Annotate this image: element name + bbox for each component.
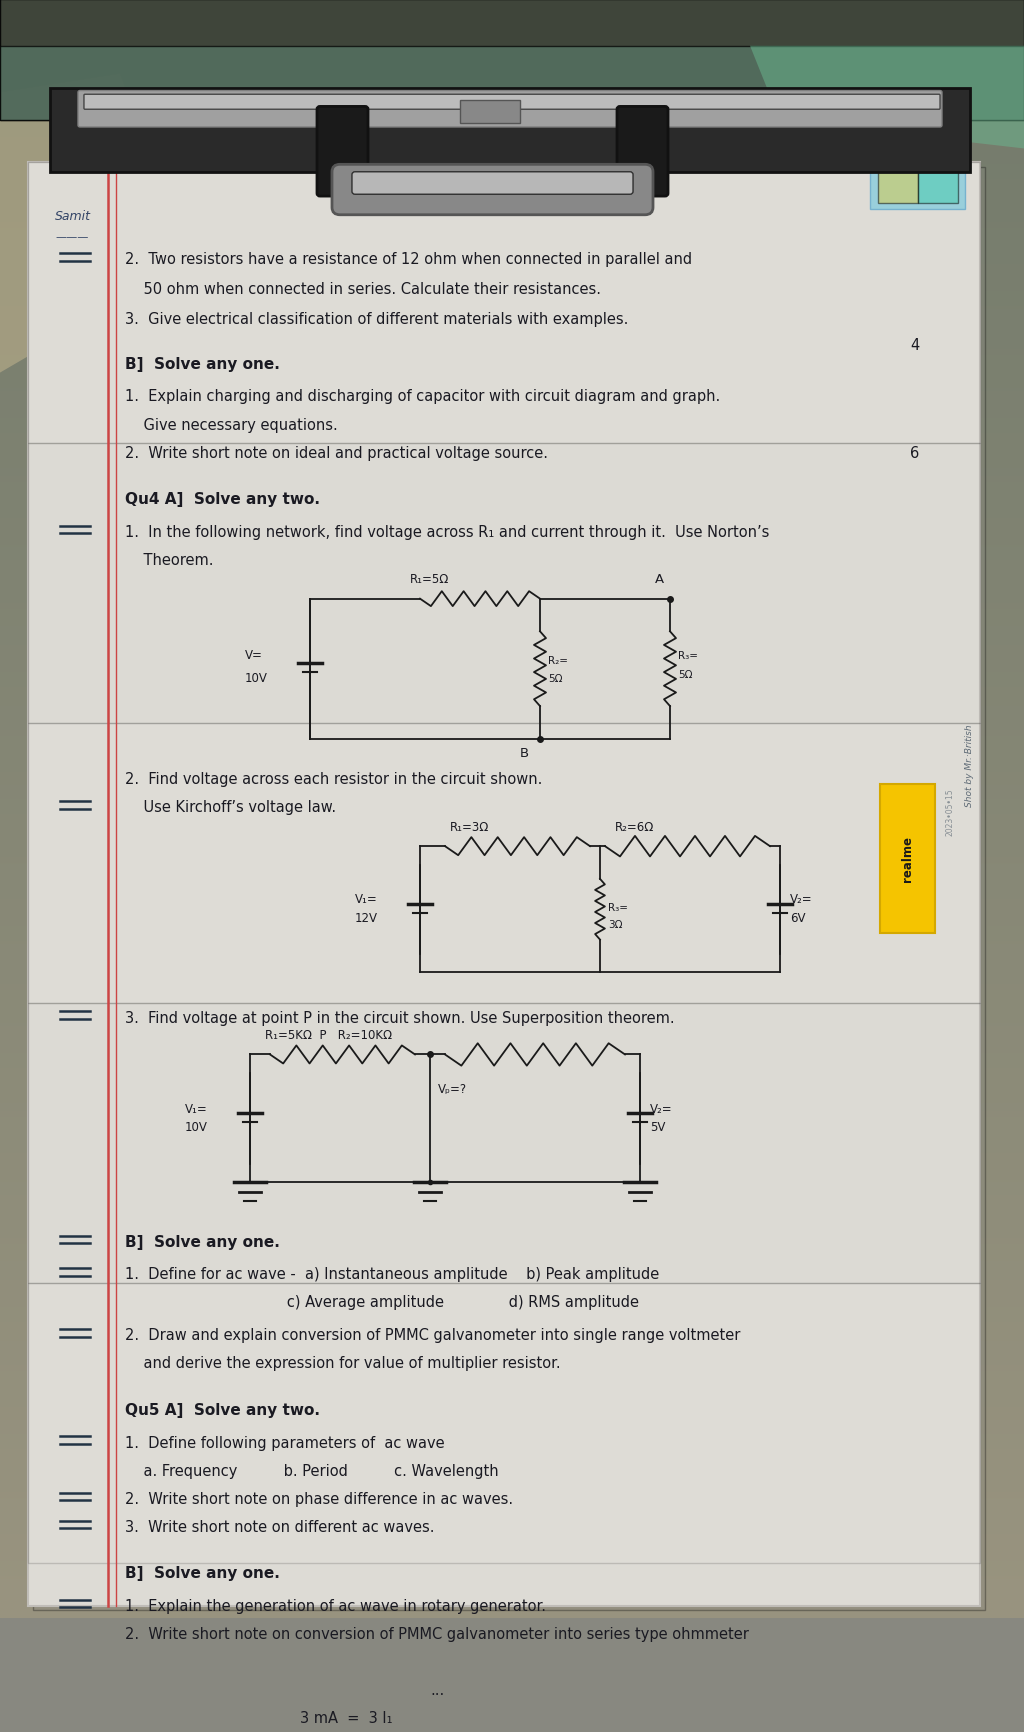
FancyBboxPatch shape [617,107,668,197]
FancyBboxPatch shape [28,163,980,443]
FancyBboxPatch shape [28,163,980,1606]
FancyBboxPatch shape [78,92,942,128]
Text: Give necessary equations.: Give necessary equations. [125,417,338,433]
Text: R₂=: R₂= [548,655,568,665]
FancyBboxPatch shape [33,168,985,1611]
Text: 6: 6 [910,445,920,461]
Text: c) Average amplitude              d) RMS amplitude: c) Average amplitude d) RMS amplitude [125,1296,639,1309]
Text: 5Ω: 5Ω [678,669,692,679]
FancyBboxPatch shape [0,47,1024,121]
Text: 2.  Find voltage across each resistor in the circuit shown.: 2. Find voltage across each resistor in … [125,772,543,786]
FancyBboxPatch shape [28,724,980,1003]
Text: 12V: 12V [355,911,378,925]
FancyBboxPatch shape [460,100,520,125]
Text: Shot by Mr.·British: Shot by Mr.·British [966,724,975,807]
Text: V₁=: V₁= [355,894,378,906]
Text: V₂=: V₂= [790,894,813,906]
Text: V=: V= [245,650,263,662]
Text: B]  Solve any one.: B] Solve any one. [125,1235,280,1249]
Text: 3Ω: 3Ω [608,920,623,930]
Text: 3.  Write short note on different ac waves.: 3. Write short note on different ac wave… [125,1519,434,1535]
FancyBboxPatch shape [28,443,980,724]
FancyBboxPatch shape [870,163,965,210]
Text: 2.  Write short note on ideal and practical voltage source.: 2. Write short note on ideal and practic… [125,445,548,461]
Text: 2.  Two resistors have a resistance of 12 ohm when connected in parallel and: 2. Two resistors have a resistance of 12… [125,253,692,267]
Text: R₁=3Ω: R₁=3Ω [450,821,489,833]
Text: 5V: 5V [650,1121,666,1134]
Text: Qu4 A]  Solve any two.: Qu4 A] Solve any two. [125,492,319,507]
Text: 3 mA  =  3 I₁: 3 mA = 3 I₁ [300,1709,392,1725]
Text: 3.  Find voltage at point P in the circuit shown. Use Superposition theorem.: 3. Find voltage at point P in the circui… [125,1010,675,1025]
Text: Qu5 A]  Solve any two.: Qu5 A] Solve any two. [125,1403,319,1417]
Text: 1.  In the following network, find voltage across R₁ and current through it.  Us: 1. In the following network, find voltag… [125,525,769,540]
FancyBboxPatch shape [880,785,935,934]
Text: Vₚ=?: Vₚ=? [438,1082,467,1096]
Text: 10V: 10V [185,1121,208,1134]
Text: Theorem.: Theorem. [125,553,213,568]
Text: A: A [655,573,665,585]
Text: 1.  Explain charging and discharging of capacitor with circuit diagram and graph: 1. Explain charging and discharging of c… [125,390,720,404]
Text: 5Ω: 5Ω [548,674,562,684]
FancyBboxPatch shape [0,0,1024,121]
FancyBboxPatch shape [878,168,918,203]
Text: 2.  Draw and explain conversion of PMMC galvanometer into single range voltmeter: 2. Draw and explain conversion of PMMC g… [125,1327,740,1342]
Text: 6V: 6V [790,911,806,925]
Text: 2023•05•15: 2023•05•15 [945,788,954,837]
FancyBboxPatch shape [332,165,653,216]
Text: V₂=: V₂= [650,1102,673,1115]
FancyBboxPatch shape [918,168,958,203]
Text: Samit: Samit [55,210,91,223]
Text: R₁=5Ω: R₁=5Ω [410,573,450,585]
FancyBboxPatch shape [352,173,633,196]
Text: a. Frequency          b. Period          c. Wavelength: a. Frequency b. Period c. Wavelength [125,1464,499,1477]
Text: 10V: 10V [245,672,268,684]
FancyBboxPatch shape [28,1283,980,1564]
Text: 2.  Write short note on phase difference in ac waves.: 2. Write short note on phase difference … [125,1491,513,1505]
FancyBboxPatch shape [317,107,368,197]
Text: 4: 4 [910,338,920,353]
FancyBboxPatch shape [84,95,940,111]
Text: R₃=: R₃= [608,902,628,913]
Text: B]  Solve any one.: B] Solve any one. [125,357,280,372]
Text: R₃=: R₃= [678,651,698,660]
Text: R₂=6Ω: R₂=6Ω [615,821,654,833]
Text: ...: ... [430,1682,444,1697]
Text: 1.  Define following parameters of  ac wave: 1. Define following parameters of ac wav… [125,1434,444,1450]
Text: 2.  Write short note on conversion of PMMC galvanometer into series type ohmmete: 2. Write short note on conversion of PMM… [125,1626,749,1642]
Text: B: B [520,746,529,760]
Text: and derive the expression for value of multiplier resistor.: and derive the expression for value of m… [125,1356,560,1370]
Text: Use Kirchoff’s voltage law.: Use Kirchoff’s voltage law. [125,800,336,816]
Text: ———: ——— [55,232,88,241]
Text: 50 ohm when connected in series. Calculate their resistances.: 50 ohm when connected in series. Calcula… [125,282,601,296]
Text: 1.  Define for ac wave -  a) Instantaneous amplitude    b) Peak amplitude: 1. Define for ac wave - a) Instantaneous… [125,1266,659,1282]
FancyBboxPatch shape [28,1003,980,1283]
Text: 3.  Give electrical classification of different materials with examples.: 3. Give electrical classification of dif… [125,312,629,327]
Text: realme: realme [900,837,913,882]
FancyBboxPatch shape [50,88,970,173]
Text: 1.  Explain the generation of ac wave in rotary generator.: 1. Explain the generation of ac wave in … [125,1599,546,1612]
Text: R₁=5KΩ  P   R₂=10KΩ: R₁=5KΩ P R₂=10KΩ [265,1029,392,1041]
Polygon shape [0,74,160,374]
Text: B]  Solve any one.: B] Solve any one. [125,1566,280,1581]
Polygon shape [750,47,1024,149]
Text: V₁=: V₁= [185,1102,208,1115]
